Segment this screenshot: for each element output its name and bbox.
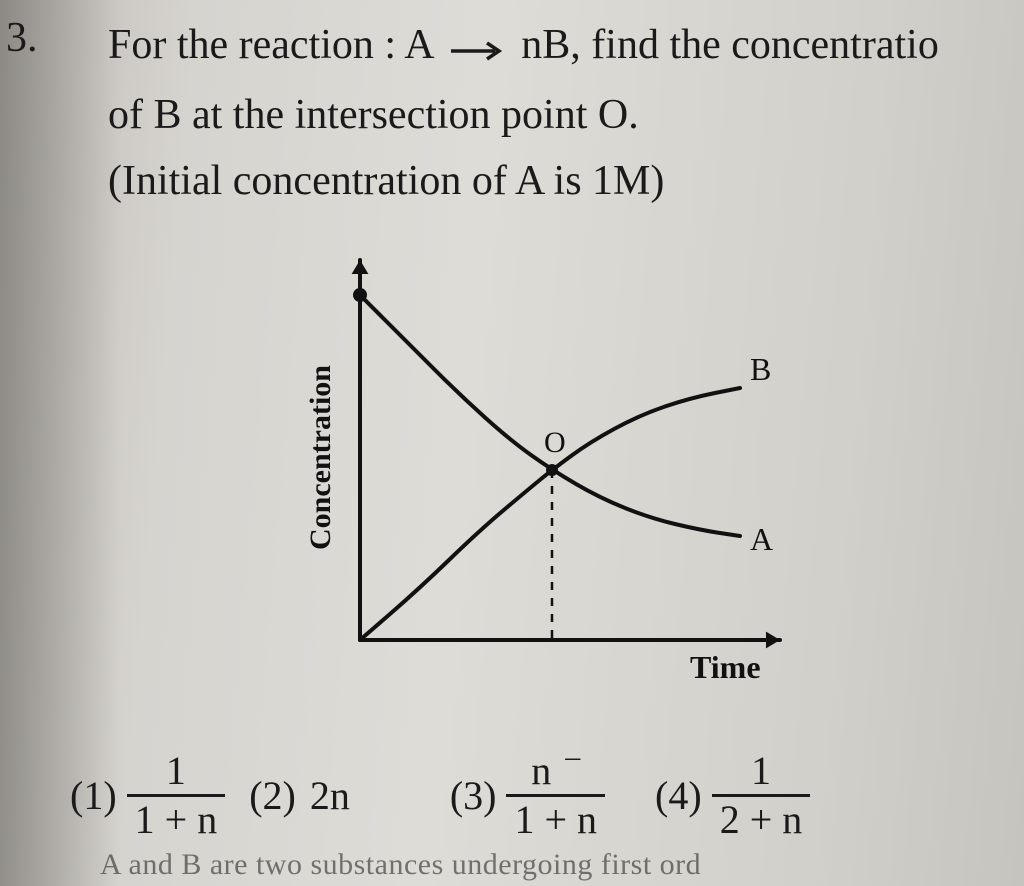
right-arrow-icon (449, 15, 505, 81)
question-line-3: (Initial concentration of A is 1M) (108, 148, 1020, 214)
option-3-fraction: n – 1 + n (506, 750, 605, 841)
option-4-fraction: 1 2 + n (712, 750, 811, 841)
next-question-cutoff: A and B are two substances undergoing fi… (100, 848, 701, 882)
option-3-label: (3) (450, 772, 497, 819)
option-1-fraction: 1 1 + n (127, 750, 226, 841)
question-line-2: of B at the intersection point O. (108, 82, 1020, 148)
svg-text:Time: Time (690, 649, 761, 685)
option-3-num-n: n (531, 748, 551, 793)
svg-text:O: O (544, 426, 566, 459)
option-4: (4) 1 2 + n (655, 750, 810, 841)
question-number: 3. (6, 14, 38, 62)
option-1: (1) 1 1 + n (70, 750, 225, 841)
question-line-1: For the reaction : A nB, find the concen… (108, 12, 1020, 82)
option-1-denominator: 1 + n (127, 794, 226, 841)
option-4-label: (4) (655, 772, 702, 819)
option-2-label: (2) (249, 772, 296, 819)
q-line1-pre: For the reaction : A (108, 22, 443, 68)
svg-text:B: B (750, 351, 771, 387)
option-4-denominator: 2 + n (712, 794, 811, 841)
option-3-denominator: 1 + n (506, 794, 605, 841)
q-line1-post: nB, find the concentratio (521, 22, 939, 68)
question-text: For the reaction : A nB, find the concen… (108, 12, 1020, 214)
option-1-numerator: 1 (158, 750, 194, 794)
option-4-numerator: 1 (743, 750, 779, 794)
option-3-tail: – (565, 740, 580, 773)
answer-options: (1) 1 1 + n (2) 2n (3) n – 1 + n (4) (70, 750, 1014, 841)
svg-text:Concentration: Concentration (304, 365, 337, 550)
svg-text:A: A (750, 521, 773, 557)
option-2-value: 2n (310, 772, 350, 819)
option-3-numerator: n – (523, 750, 588, 794)
option-1-label: (1) (70, 772, 117, 819)
page: 3. For the reaction : A nB, find the con… (0, 0, 1024, 886)
option-2: (2) 2n (249, 772, 350, 819)
option-3: (3) n – 1 + n (450, 750, 605, 841)
concentration-time-chart: O A B Time Concentration (290, 240, 810, 690)
